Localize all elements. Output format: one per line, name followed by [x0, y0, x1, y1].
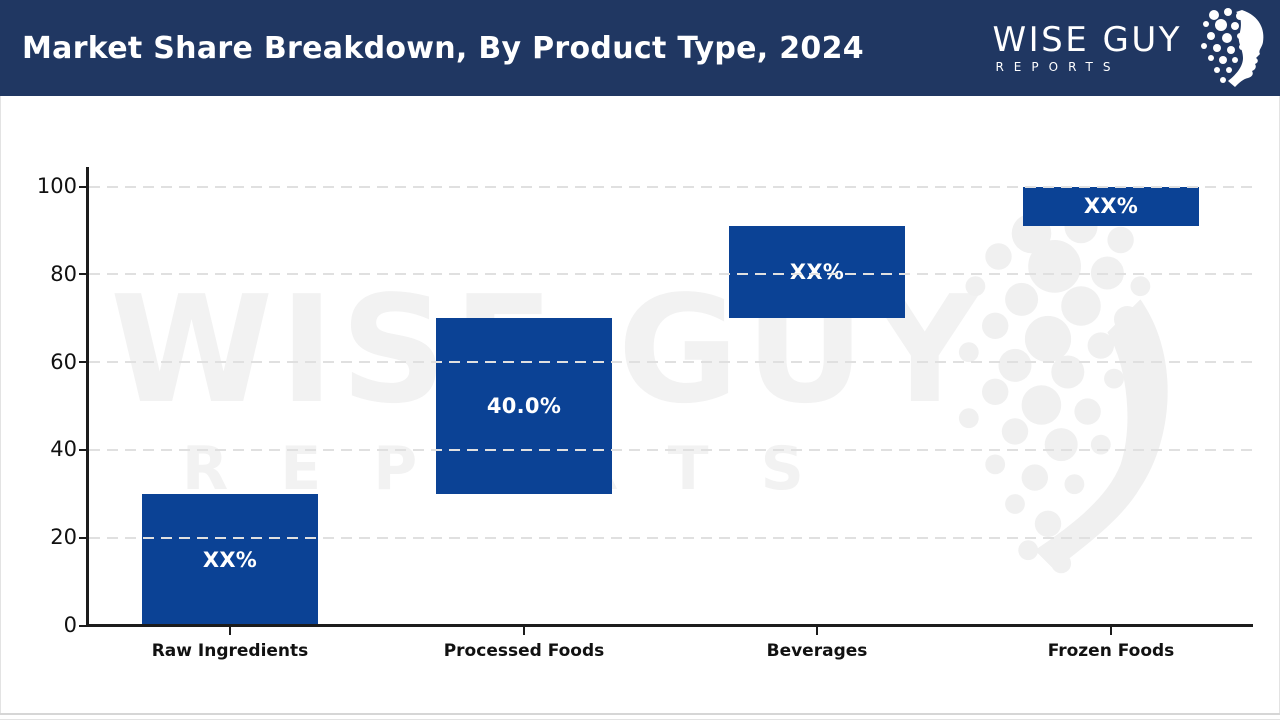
y-tick-label-40: 40	[50, 437, 77, 462]
x-tick-frozen-foods	[1110, 627, 1112, 635]
gridline-60	[89, 361, 1253, 364]
bar-value-label-raw-ingredients: XX%	[202, 547, 258, 572]
gridline-80	[89, 273, 1253, 276]
bar-value-label-beverages: XX%	[789, 260, 845, 285]
logo-wordmark-line1: WISE GUY	[992, 20, 1182, 60]
y-tick-label-60: 60	[50, 349, 77, 374]
logo-face-icon	[1201, 8, 1264, 87]
gridline-100	[89, 185, 1253, 188]
x-tick-raw-ingredients	[229, 627, 231, 635]
bar-frozen-foods: XX%	[1023, 186, 1199, 226]
y-tick-40	[79, 448, 87, 451]
y-tick-label-20: 20	[50, 525, 77, 550]
header-banner: Market Share Breakdown, By Product Type,…	[0, 0, 1280, 96]
category-label-raw-ingredients: Raw Ingredients	[151, 641, 309, 661]
gridline-40	[89, 448, 1253, 451]
y-tick-label-100: 100	[36, 174, 77, 198]
y-tick-0	[79, 624, 87, 627]
page-title: Market Share Breakdown, By Product Type,…	[22, 30, 864, 66]
category-label-processed-foods: Processed Foods	[443, 641, 605, 661]
logo-wordmark: WISE GUY REPORTS	[992, 22, 1182, 74]
footer-divider	[0, 713, 1280, 715]
y-tick-100	[79, 185, 87, 188]
y-tick-80	[79, 273, 87, 276]
bar-value-label-frozen-foods: XX%	[1083, 194, 1139, 219]
category-label-beverages: Beverages	[766, 641, 868, 661]
y-tick-20	[79, 536, 87, 539]
bar-value-label-processed-foods: 40.0%	[486, 393, 562, 418]
category-label-frozen-foods: Frozen Foods	[1047, 641, 1175, 661]
y-axis-spine	[86, 167, 89, 627]
y-tick-60	[79, 361, 87, 364]
x-axis-spine	[86, 624, 1253, 627]
y-tick-label-0: 0	[63, 613, 77, 637]
bar-processed-foods: 40.0%	[436, 318, 612, 494]
gridline-20	[89, 536, 1253, 539]
y-tick-label-80: 80	[50, 261, 77, 286]
logo: WISE GUY REPORTS	[992, 4, 1270, 92]
bar-beverages: XX%	[729, 226, 905, 319]
bar-raw-ingredients: XX%	[142, 493, 318, 626]
x-tick-processed-foods	[523, 627, 525, 635]
x-tick-beverages	[816, 627, 818, 635]
logo-wordmark-line2: REPORTS	[995, 60, 1121, 74]
